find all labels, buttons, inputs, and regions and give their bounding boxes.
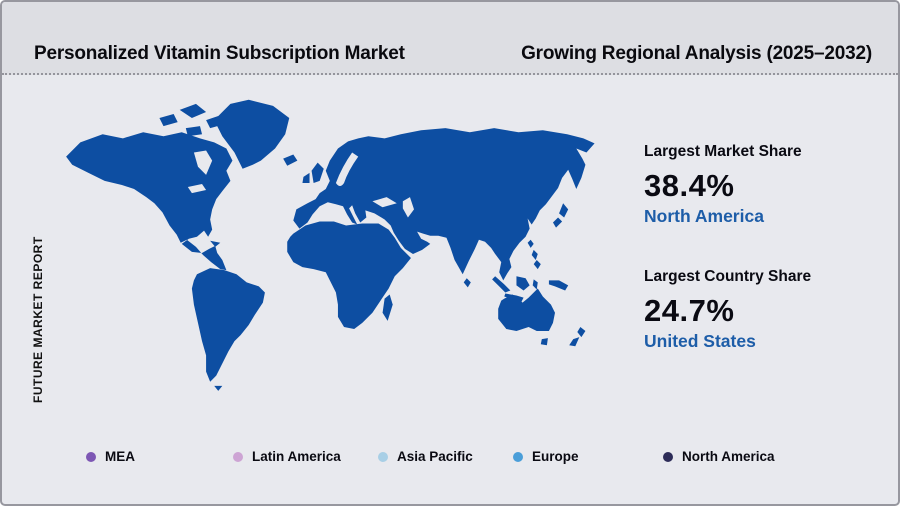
world-map bbox=[58, 88, 626, 426]
hudson-bay bbox=[193, 150, 213, 175]
legend-label: North America bbox=[682, 449, 775, 464]
australia bbox=[498, 288, 555, 332]
legend-label: Latin America bbox=[252, 449, 341, 464]
legend-item-europe: Europe bbox=[513, 449, 579, 464]
united-kingdom bbox=[311, 162, 324, 183]
legend: MEA Latin America Asia Pacific Europe No… bbox=[2, 449, 898, 469]
header: Personalized Vitamin Subscription Market… bbox=[2, 2, 898, 75]
legend-item-asia-pacific: Asia Pacific bbox=[378, 449, 473, 464]
page-title-right: Growing Regional Analysis (2025–2032) bbox=[521, 43, 872, 64]
brand-watermark: FUTURE MARKET REPORT bbox=[31, 236, 45, 404]
black-sea bbox=[372, 197, 397, 208]
japan bbox=[552, 203, 569, 228]
continent-eurasia bbox=[293, 128, 595, 281]
sri-lanka bbox=[463, 278, 471, 288]
legend-dot-asia-pacific bbox=[378, 451, 388, 462]
legend-dot-north-america bbox=[663, 451, 673, 462]
stat-region: United States bbox=[644, 330, 756, 351]
legend-item-mea: MEA bbox=[86, 449, 135, 464]
continent-africa bbox=[287, 221, 411, 330]
stats-panel: Largest Market Share 38.4% North America… bbox=[644, 143, 884, 392]
legend-item-north-america: North America bbox=[663, 449, 775, 464]
tierra-del-fuego bbox=[214, 385, 223, 391]
legend-label: Europe bbox=[532, 449, 579, 464]
madagascar bbox=[382, 294, 393, 321]
new-zealand bbox=[569, 326, 586, 347]
legend-item-latin-america: Latin America bbox=[233, 449, 341, 464]
new-guinea bbox=[548, 280, 569, 291]
caribbean-islands bbox=[210, 240, 221, 247]
stat-label: Largest Market Share bbox=[644, 143, 802, 160]
philippines bbox=[531, 249, 541, 270]
stat-largest-market-share: Largest Market Share 38.4% North America bbox=[644, 143, 884, 226]
legend-dot-mea bbox=[86, 451, 96, 462]
stat-label: Largest Country Share bbox=[644, 267, 812, 285]
taiwan bbox=[527, 239, 534, 248]
iceland bbox=[283, 154, 298, 166]
stat-value: 24.7% bbox=[644, 292, 735, 328]
arctic-islands bbox=[159, 103, 225, 137]
legend-dot-europe bbox=[513, 451, 523, 462]
stat-value: 38.4% bbox=[644, 168, 735, 203]
greenland bbox=[214, 99, 290, 169]
stat-region: North America bbox=[644, 206, 764, 226]
great-lakes bbox=[187, 183, 207, 194]
legend-label: Asia Pacific bbox=[397, 449, 473, 464]
legend-label: MEA bbox=[105, 449, 135, 464]
legend-dot-latin-america bbox=[233, 451, 243, 462]
page-title-left: Personalized Vitamin Subscription Market bbox=[34, 43, 405, 64]
continent-north-america bbox=[66, 132, 233, 271]
continent-south-america bbox=[191, 268, 265, 382]
tasmania bbox=[540, 338, 548, 346]
baltic-sea bbox=[335, 152, 359, 186]
ireland bbox=[302, 172, 310, 183]
stat-largest-country-share: Largest Country Share 24.7% United State… bbox=[644, 268, 884, 351]
world-map-svg bbox=[66, 99, 595, 391]
caspian-sea bbox=[402, 197, 415, 218]
indonesia bbox=[492, 276, 538, 302]
